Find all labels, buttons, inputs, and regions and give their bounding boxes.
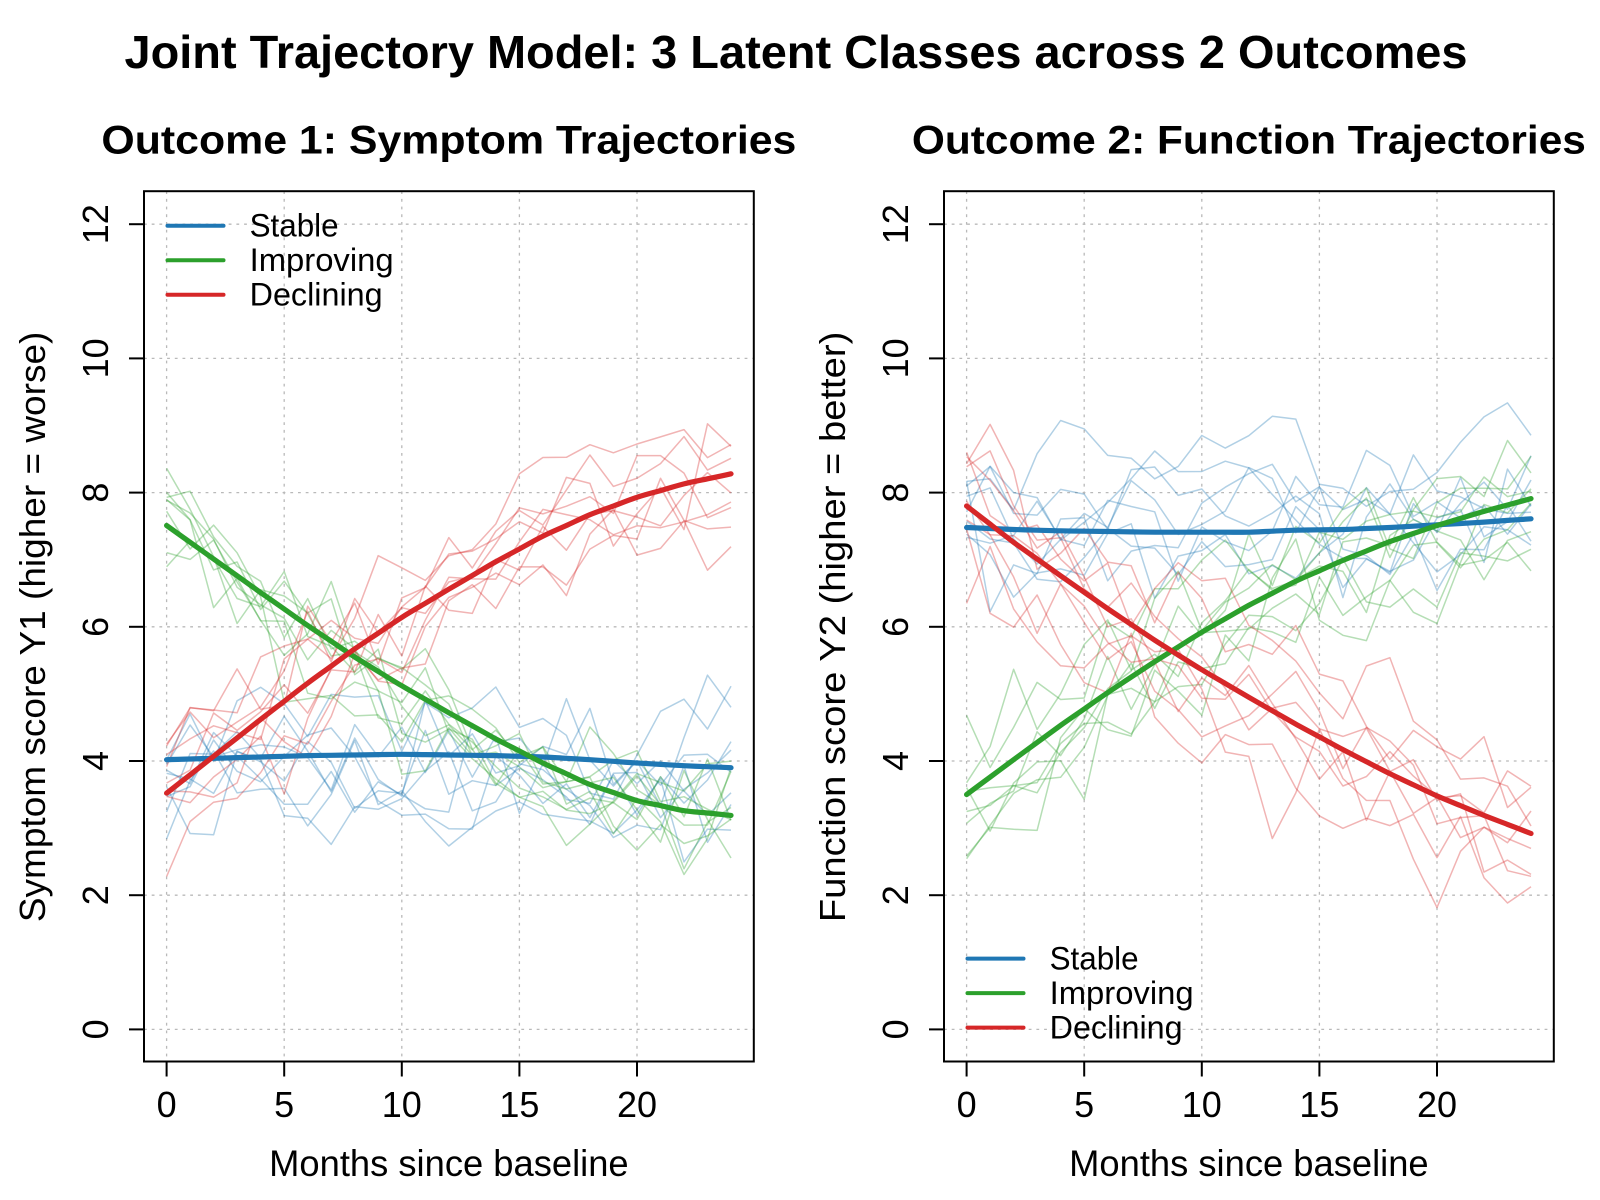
svg-text:15: 15 [499, 1084, 539, 1125]
svg-text:4: 4 [75, 751, 116, 771]
svg-text:10: 10 [1182, 1084, 1222, 1125]
svg-text:20: 20 [1417, 1084, 1457, 1125]
svg-text:Declining: Declining [1050, 1009, 1183, 1045]
svg-text:Function score Y2 (higher = be: Function score Y2 (higher = better) [812, 332, 853, 923]
svg-text:20: 20 [617, 1084, 657, 1125]
svg-text:10: 10 [875, 338, 916, 378]
svg-text:Months since baseline: Months since baseline [269, 1143, 629, 1184]
svg-text:6: 6 [75, 617, 116, 637]
svg-text:Improving: Improving [250, 242, 394, 278]
svg-text:10: 10 [75, 338, 116, 378]
svg-text:12: 12 [875, 204, 916, 244]
svg-text:Outcome 2: Function Trajectori: Outcome 2: Function Trajectories [912, 118, 1586, 162]
svg-text:0: 0 [157, 1084, 177, 1125]
svg-text:Improving: Improving [1050, 975, 1194, 1011]
svg-text:5: 5 [274, 1084, 294, 1125]
svg-text:10: 10 [382, 1084, 422, 1125]
svg-text:Joint Trajectory Model: 3 Late: Joint Trajectory Model: 3 Latent Classes… [125, 26, 1468, 78]
svg-text:5: 5 [1074, 1084, 1094, 1125]
svg-text:0: 0 [875, 1019, 916, 1039]
svg-text:2: 2 [75, 885, 116, 905]
svg-text:Outcome 1: Symptom Trajectorie: Outcome 1: Symptom Trajectories [101, 118, 796, 162]
svg-text:Declining: Declining [250, 277, 383, 313]
svg-text:0: 0 [75, 1019, 116, 1039]
svg-text:8: 8 [875, 483, 916, 503]
svg-text:2: 2 [875, 885, 916, 905]
svg-text:12: 12 [75, 204, 116, 244]
svg-text:0: 0 [957, 1084, 977, 1125]
svg-text:Months since baseline: Months since baseline [1069, 1143, 1429, 1184]
svg-text:Symptom score Y1 (higher = wor: Symptom score Y1 (higher = worse) [12, 332, 53, 923]
svg-text:8: 8 [75, 483, 116, 503]
svg-text:6: 6 [875, 617, 916, 637]
svg-text:15: 15 [1299, 1084, 1339, 1125]
svg-text:Stable: Stable [250, 208, 339, 244]
svg-text:Stable: Stable [1050, 940, 1139, 976]
svg-text:4: 4 [875, 751, 916, 771]
